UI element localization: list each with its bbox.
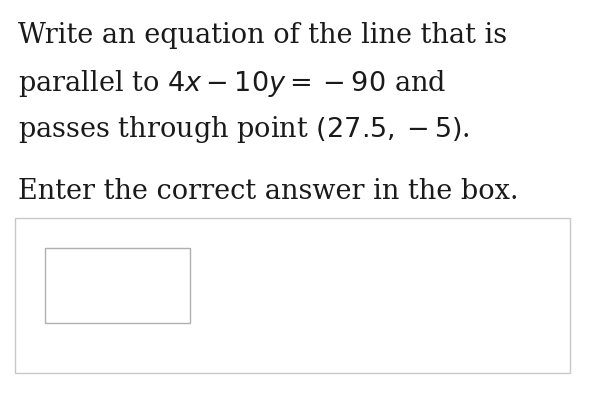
Text: parallel to $4x-10y=-90$ and: parallel to $4x-10y=-90$ and: [18, 68, 446, 99]
FancyBboxPatch shape: [15, 218, 570, 373]
Text: passes through point $(27.5,-5)$.: passes through point $(27.5,-5)$.: [18, 114, 470, 145]
Text: Enter the correct answer in the box.: Enter the correct answer in the box.: [18, 178, 518, 205]
FancyBboxPatch shape: [45, 248, 190, 323]
Text: Write an equation of the line that is: Write an equation of the line that is: [18, 22, 507, 49]
